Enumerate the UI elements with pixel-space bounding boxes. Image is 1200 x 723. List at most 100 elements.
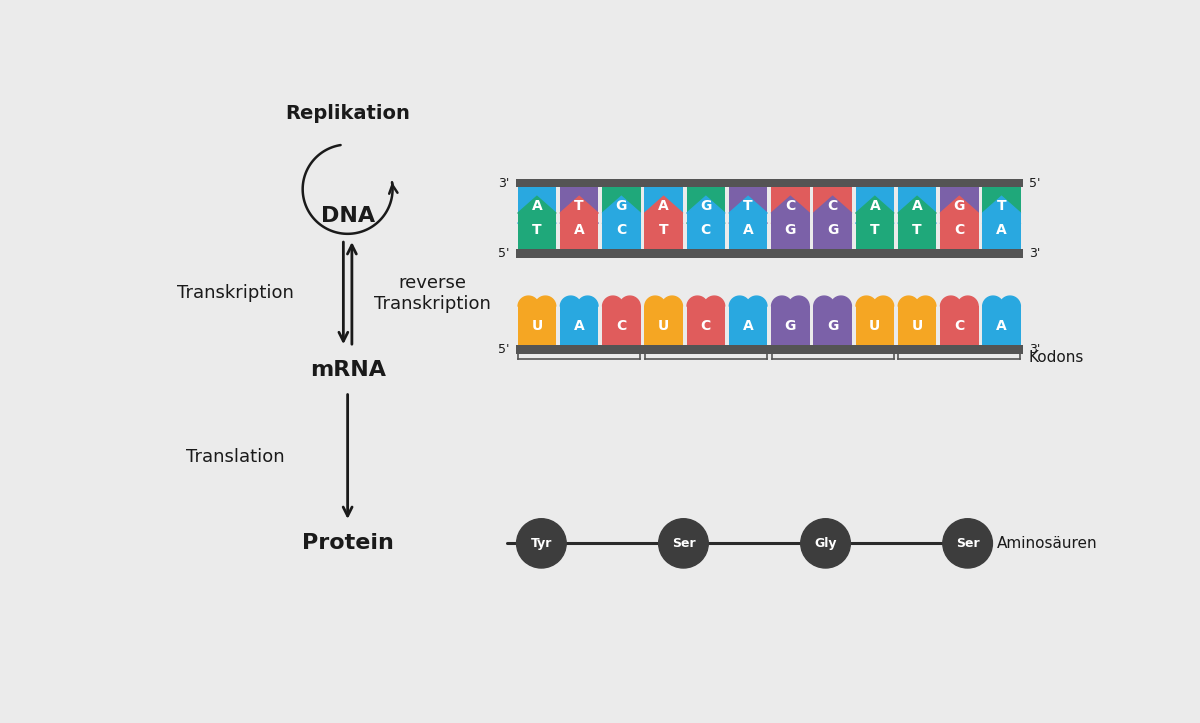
Bar xyxy=(772,187,810,223)
Polygon shape xyxy=(872,296,894,307)
Text: G: G xyxy=(827,320,839,333)
Text: Transkription: Transkription xyxy=(176,284,294,302)
Text: Ser: Ser xyxy=(956,537,979,550)
Text: C: C xyxy=(701,320,710,333)
Polygon shape xyxy=(983,296,1003,307)
Bar xyxy=(940,307,978,345)
Polygon shape xyxy=(661,296,683,307)
Bar xyxy=(602,307,641,345)
Text: U: U xyxy=(532,320,542,333)
Bar xyxy=(728,213,767,249)
Text: U: U xyxy=(912,320,923,333)
Text: C: C xyxy=(701,223,710,237)
Polygon shape xyxy=(983,196,1021,213)
Text: T: T xyxy=(912,223,922,237)
Polygon shape xyxy=(619,296,641,307)
Polygon shape xyxy=(772,223,810,240)
Polygon shape xyxy=(814,223,852,240)
Text: DNA: DNA xyxy=(320,206,374,226)
Polygon shape xyxy=(688,296,708,307)
Circle shape xyxy=(659,518,708,568)
Bar xyxy=(856,307,894,345)
Polygon shape xyxy=(560,223,599,240)
Text: 3': 3' xyxy=(1028,343,1040,356)
Text: G: G xyxy=(616,199,628,213)
Polygon shape xyxy=(577,296,598,307)
Polygon shape xyxy=(602,223,641,240)
Polygon shape xyxy=(898,223,936,240)
Bar xyxy=(814,187,852,223)
Text: C: C xyxy=(617,223,626,237)
Polygon shape xyxy=(517,223,556,240)
Text: G: G xyxy=(785,320,796,333)
Text: G: G xyxy=(785,223,796,237)
Bar xyxy=(560,187,599,223)
Text: T: T xyxy=(870,223,880,237)
Polygon shape xyxy=(730,296,750,307)
Circle shape xyxy=(943,518,992,568)
Text: mRNA: mRNA xyxy=(310,360,385,380)
Polygon shape xyxy=(686,196,725,213)
Bar xyxy=(517,307,556,345)
Text: Gly: Gly xyxy=(815,537,836,550)
Polygon shape xyxy=(916,296,936,307)
Bar xyxy=(940,187,978,223)
Text: C: C xyxy=(785,199,796,213)
Text: Tyr: Tyr xyxy=(530,537,552,550)
Text: T: T xyxy=(575,199,584,213)
Bar xyxy=(728,307,767,345)
Bar xyxy=(814,213,852,249)
Circle shape xyxy=(516,518,566,568)
Polygon shape xyxy=(830,296,852,307)
Text: A: A xyxy=(532,199,542,213)
Text: U: U xyxy=(869,320,881,333)
Bar xyxy=(517,213,556,249)
Bar xyxy=(517,187,556,223)
Text: A: A xyxy=(870,199,880,213)
Bar xyxy=(983,213,1021,249)
Bar xyxy=(983,307,1021,345)
Bar xyxy=(983,187,1021,223)
Polygon shape xyxy=(814,296,834,307)
Polygon shape xyxy=(983,223,1021,240)
Polygon shape xyxy=(958,296,978,307)
Text: Kodons: Kodons xyxy=(1028,349,1085,364)
Text: reverse
Transkription: reverse Transkription xyxy=(374,274,491,312)
Bar xyxy=(644,187,683,223)
Polygon shape xyxy=(941,296,961,307)
Polygon shape xyxy=(788,296,809,307)
Text: A: A xyxy=(574,320,584,333)
Text: A: A xyxy=(574,223,584,237)
Bar xyxy=(898,213,936,249)
Polygon shape xyxy=(728,196,767,213)
Text: T: T xyxy=(532,223,541,237)
Polygon shape xyxy=(856,223,894,240)
Polygon shape xyxy=(644,296,666,307)
Bar xyxy=(898,307,936,345)
Bar xyxy=(856,213,894,249)
Bar xyxy=(516,249,1022,257)
Polygon shape xyxy=(856,296,877,307)
Bar xyxy=(644,213,683,249)
Polygon shape xyxy=(686,223,725,240)
Text: Translation: Translation xyxy=(186,448,284,466)
Text: Replikation: Replikation xyxy=(286,104,410,123)
Text: Ser: Ser xyxy=(672,537,695,550)
Polygon shape xyxy=(746,296,767,307)
Text: T: T xyxy=(659,223,668,237)
Text: Aminosäuren: Aminosäuren xyxy=(997,536,1098,551)
Bar xyxy=(940,213,978,249)
Polygon shape xyxy=(644,196,683,213)
Polygon shape xyxy=(772,196,810,213)
Text: G: G xyxy=(954,199,965,213)
Bar xyxy=(560,213,599,249)
Polygon shape xyxy=(518,296,539,307)
Polygon shape xyxy=(644,223,683,240)
Bar xyxy=(602,187,641,223)
Text: 3': 3' xyxy=(1028,247,1040,260)
Text: 5': 5' xyxy=(498,343,510,356)
Text: A: A xyxy=(659,199,670,213)
Bar xyxy=(686,307,725,345)
Text: U: U xyxy=(658,320,670,333)
Text: C: C xyxy=(954,223,965,237)
